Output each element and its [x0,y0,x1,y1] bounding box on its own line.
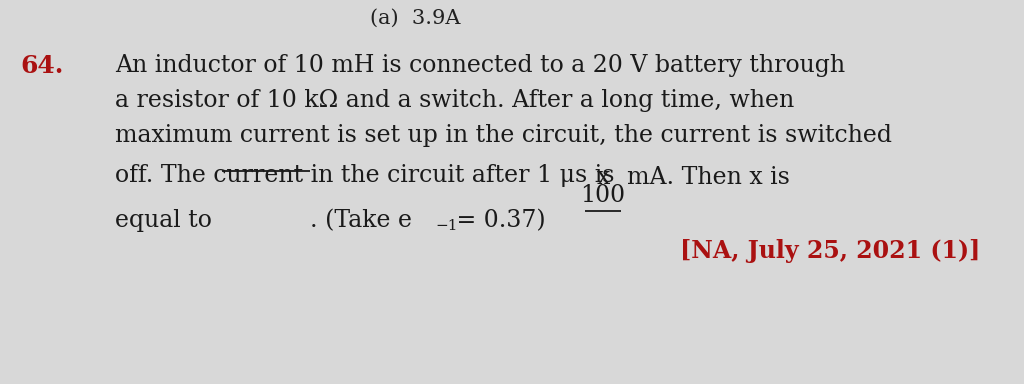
Text: [NA, July 25, 2021 (1)]: [NA, July 25, 2021 (1)] [680,239,980,263]
Text: An inductor of 10 mH is connected to a 20 V battery through: An inductor of 10 mH is connected to a 2… [115,54,845,77]
Text: 64.: 64. [20,54,63,78]
Text: equal to: equal to [115,209,219,232]
Text: = 0.37): = 0.37) [449,209,546,232]
Text: 100: 100 [581,184,626,207]
Text: a resistor of 10 kΩ and a switch. After a long time, when: a resistor of 10 kΩ and a switch. After … [115,89,795,112]
Text: off. The current in the circuit after 1 μs is: off. The current in the circuit after 1 … [115,164,630,187]
Text: (a)  3.9A: (a) 3.9A [370,9,461,28]
Text: . (Take e: . (Take e [310,209,412,232]
Text: −1: −1 [435,219,458,233]
Text: maximum current is set up in the circuit, the current is switched: maximum current is set up in the circuit… [115,124,892,147]
Text: mA. Then x is: mA. Then x is [627,166,790,189]
Text: x: x [596,166,609,189]
